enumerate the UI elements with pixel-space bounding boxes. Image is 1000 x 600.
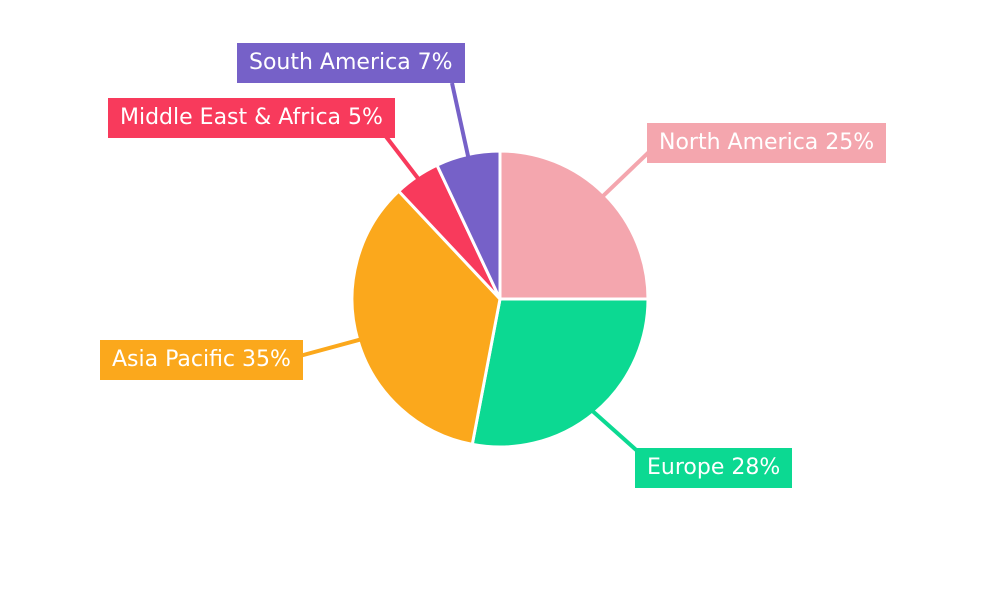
slice-label-europe: Europe 28% <box>635 448 793 488</box>
leader-line-middle-east-africa <box>382 132 420 180</box>
slice-label-south-america: South America 7% <box>237 43 465 83</box>
slice-label-north-america: North America 25% <box>647 123 887 163</box>
leader-line-north-america <box>601 150 651 198</box>
slice-label-middle-east-africa: Middle East & Africa 5% <box>108 98 395 138</box>
leader-line-south-america <box>450 82 471 157</box>
pie-slice-europe[interactable] <box>470 297 650 449</box>
leader-line-asia-pacific <box>295 337 361 359</box>
slice-label-asia-pacific: Asia Pacific 35% <box>100 340 303 380</box>
